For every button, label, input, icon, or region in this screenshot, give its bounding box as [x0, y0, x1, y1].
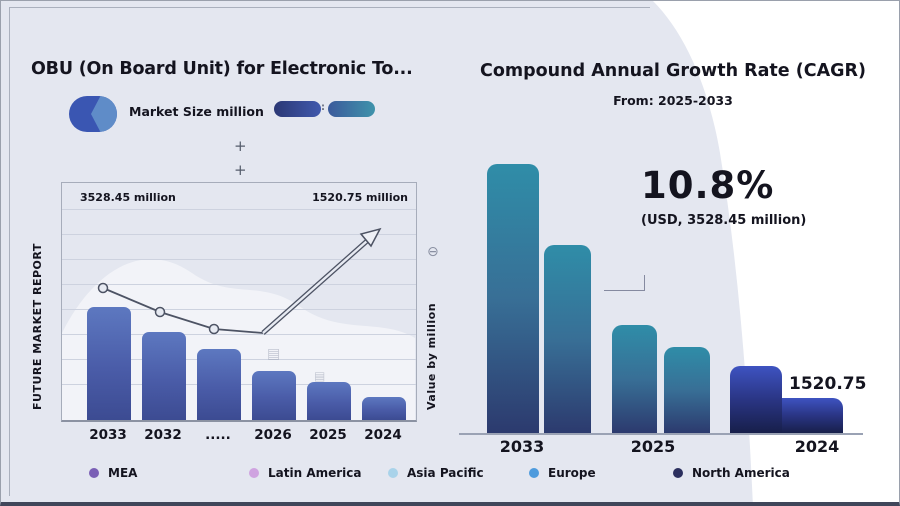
market-chart-frame: 3528.45 million 1520.75 million ▤ ▤: [61, 182, 417, 422]
ratio-pill-teal: [328, 101, 375, 117]
brand-logo-icon: [69, 96, 117, 132]
x-label-2025: 2025: [309, 427, 347, 443]
left-chart-title: OBU (On Board Unit) for Electronic To...: [31, 59, 413, 79]
legend-dot: [529, 468, 539, 478]
market-bar: [142, 332, 186, 420]
start-value-label: 3528.45 million: [80, 191, 176, 204]
cagr-bar: [612, 325, 657, 433]
market-bar: [307, 382, 351, 420]
step-line-decoration: [604, 275, 645, 291]
cagr-x-label-2033: 2033: [499, 437, 545, 456]
brand-logo-hexagon-icon: [91, 96, 117, 132]
ghost-document-icon: ▤: [314, 369, 326, 383]
x-label-2026: 2026: [254, 427, 292, 443]
legend-label: North America: [692, 466, 790, 480]
plus-mark-icon: +: [234, 161, 247, 179]
cagr-x-label-2025: 2025: [630, 437, 676, 456]
legend-item-mea: MEA: [89, 466, 137, 480]
legend-dot: [673, 468, 683, 478]
legend-dot: [89, 468, 99, 478]
end-value-label: 1520.75 million: [312, 191, 408, 204]
cagr-value: 10.8%: [641, 164, 775, 207]
market-bar: [197, 349, 241, 420]
x-label-2032: 2032: [144, 427, 182, 443]
ghost-document-icon: ▤: [267, 346, 281, 362]
legend-item-europe: Europe: [529, 466, 596, 480]
legend-label: Europe: [548, 466, 596, 480]
side-watermark-label: FUTURE MARKET REPORT: [31, 243, 44, 410]
x-label-ellipsis: .....: [205, 427, 231, 443]
cagr-axis-line: [459, 433, 863, 435]
ratio-separator: :: [321, 102, 325, 113]
value-axis-label: Value by million: [425, 302, 438, 411]
legend-dot: [388, 468, 398, 478]
cagr-chart-title: Compound Annual Growth Rate (CAGR): [480, 61, 866, 81]
legend-item-latin-america: Latin America: [249, 466, 362, 480]
cagr-chart-subtitle: From: 2025-2033: [613, 93, 733, 108]
legend-label: Latin America: [268, 466, 362, 480]
legend-item-asia-pacific: Asia Pacific: [388, 466, 484, 480]
minus-circle-icon: ⊖: [427, 244, 439, 260]
legend-label: Asia Pacific: [407, 466, 484, 480]
legend-dot: [249, 468, 259, 478]
trend-line-arrow: [97, 227, 382, 335]
cagr-x-label-2024: 2024: [794, 437, 840, 456]
x-label-2033: 2033: [89, 427, 127, 443]
cagr-bar: [544, 245, 591, 433]
legend-label: MEA: [108, 466, 138, 480]
cagr-detail: (USD, 3528.45 million): [641, 213, 807, 228]
cagr-end-value: 1520.75: [789, 374, 867, 394]
cagr-bar: [664, 347, 710, 433]
cagr-bar: [730, 366, 782, 433]
cagr-bar: [782, 398, 843, 433]
ratio-pill-navy: [274, 101, 321, 117]
market-bar: [87, 307, 131, 420]
legend-item-north-america: North America: [673, 466, 790, 480]
plus-mark-icon: +: [234, 137, 247, 155]
cagr-bar: [487, 164, 539, 433]
market-bar: [362, 397, 406, 420]
market-size-legend-label: Market Size million: [129, 104, 264, 119]
x-label-2024: 2024: [364, 427, 402, 443]
market-bar: [252, 371, 296, 420]
